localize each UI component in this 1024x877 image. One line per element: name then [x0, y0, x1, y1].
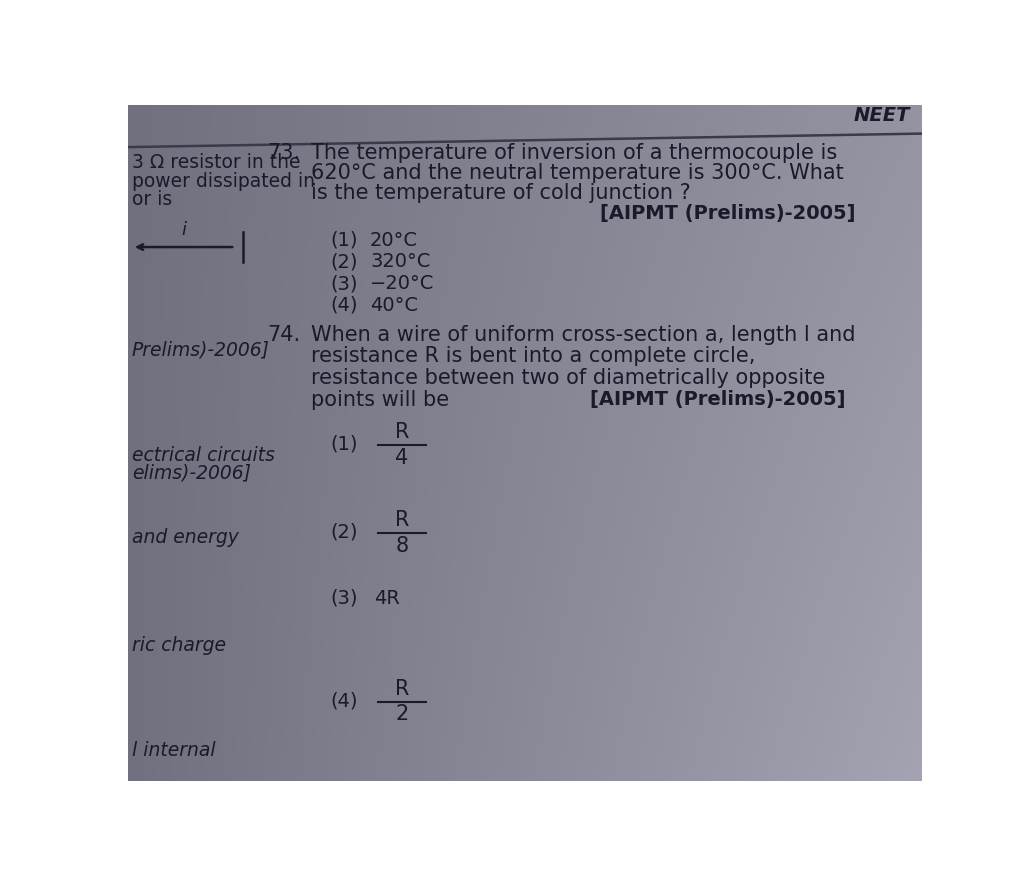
Text: ectrical circuits: ectrical circuits — [132, 446, 274, 465]
Text: R: R — [394, 422, 409, 442]
Text: (2): (2) — [331, 523, 357, 541]
Text: 2: 2 — [395, 704, 409, 724]
Text: 20°C: 20°C — [370, 231, 418, 250]
Text: resistance between two of diametrically opposite: resistance between two of diametrically … — [310, 368, 824, 388]
Text: 4: 4 — [395, 448, 409, 467]
Text: and energy: and energy — [132, 528, 239, 547]
Text: [AIPMT (Prelims)-2005]: [AIPMT (Prelims)-2005] — [600, 203, 856, 223]
Text: 8: 8 — [395, 536, 409, 555]
Text: −20°C: −20°C — [370, 274, 434, 293]
Text: When a wire of uniform cross-section a, length l and: When a wire of uniform cross-section a, … — [310, 324, 855, 345]
Text: NEET: NEET — [854, 106, 910, 125]
Text: (1): (1) — [331, 435, 357, 453]
Text: [AIPMT (Prelims)-2005]: [AIPMT (Prelims)-2005] — [590, 390, 846, 410]
Text: 40°C: 40°C — [370, 296, 418, 315]
Text: 4R: 4R — [374, 588, 400, 608]
Text: ric charge: ric charge — [132, 636, 226, 655]
Text: (3): (3) — [331, 274, 357, 293]
Text: i: i — [181, 221, 186, 239]
Text: 620°C and the neutral temperature is 300°C. What: 620°C and the neutral temperature is 300… — [310, 163, 844, 182]
Text: (1): (1) — [331, 231, 357, 250]
Text: Prelims)-2006]: Prelims)-2006] — [132, 340, 270, 360]
Text: 74.: 74. — [267, 324, 300, 345]
Text: is the temperature of cold junction ?: is the temperature of cold junction ? — [310, 183, 690, 203]
Text: 3 Ω resistor in the: 3 Ω resistor in the — [132, 153, 300, 172]
Text: resistance R is bent into a complete circle,: resistance R is bent into a complete cir… — [310, 346, 755, 367]
Text: (4): (4) — [331, 691, 357, 710]
Text: or is: or is — [132, 190, 172, 210]
Text: l internal: l internal — [132, 741, 216, 759]
Text: 320°C: 320°C — [370, 253, 430, 271]
Text: power dissipated in: power dissipated in — [132, 172, 315, 191]
Text: 73.: 73. — [267, 142, 300, 162]
Text: The temperature of inversion of a thermocouple is: The temperature of inversion of a thermo… — [310, 142, 837, 162]
Text: elims)-2006]: elims)-2006] — [132, 464, 251, 482]
Text: R: R — [394, 679, 409, 699]
Text: (4): (4) — [331, 296, 357, 315]
Text: points will be: points will be — [310, 389, 449, 410]
Text: (3): (3) — [331, 588, 357, 608]
Text: R: R — [394, 510, 409, 530]
Text: (2): (2) — [331, 253, 357, 271]
